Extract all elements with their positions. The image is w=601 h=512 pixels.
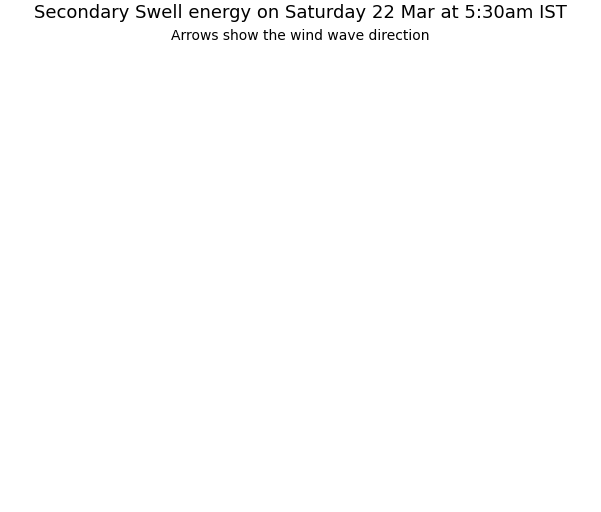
Text: Secondary Swell energy on Saturday 22 Mar at 5:30am IST: Secondary Swell energy on Saturday 22 Ma… [34,4,567,22]
Text: Arrows show the wind wave direction: Arrows show the wind wave direction [171,29,430,43]
